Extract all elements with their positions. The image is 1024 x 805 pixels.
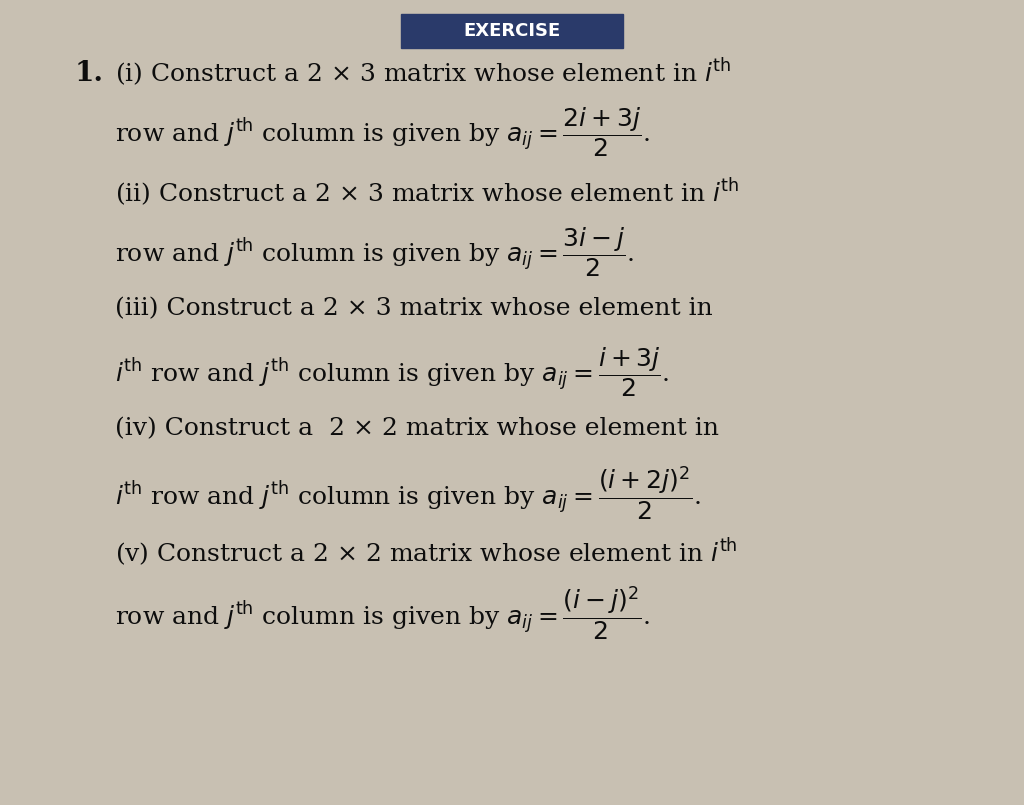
Text: (v) Construct a 2 × 2 matrix whose element in $i^{\mathrm{th}}$: (v) Construct a 2 × 2 matrix whose eleme… xyxy=(115,537,737,569)
Text: (iv) Construct a  2 × 2 matrix whose element in: (iv) Construct a 2 × 2 matrix whose elem… xyxy=(115,417,719,440)
Text: $i^{\mathrm{th}}$ row and $j^{\mathrm{th}}$ column is given by $a_{ij} = \dfrac{: $i^{\mathrm{th}}$ row and $j^{\mathrm{th… xyxy=(115,345,670,398)
Text: row and $j^{\mathrm{th}}$ column is given by $a_{ij} = \dfrac{2i+3j}{2}$.: row and $j^{\mathrm{th}}$ column is give… xyxy=(115,105,650,159)
Text: EXERCISE: EXERCISE xyxy=(464,22,560,40)
Text: row and $j^{\mathrm{th}}$ column is given by $a_{ij} = \dfrac{(i-j)^2}{2}$.: row and $j^{\mathrm{th}}$ column is give… xyxy=(115,585,650,643)
FancyBboxPatch shape xyxy=(401,14,623,48)
Text: (ii) Construct a 2 × 3 matrix whose element in $i^{\mathrm{th}}$: (ii) Construct a 2 × 3 matrix whose elem… xyxy=(115,177,739,209)
Text: row and $j^{\mathrm{th}}$ column is given by $a_{ij} = \dfrac{3i-j}{2}$.: row and $j^{\mathrm{th}}$ column is give… xyxy=(115,225,634,279)
Text: (i) Construct a 2 × 3 matrix whose element in $i^{\mathrm{th}}$: (i) Construct a 2 × 3 matrix whose eleme… xyxy=(115,57,731,89)
Text: (iii) Construct a 2 × 3 matrix whose element in: (iii) Construct a 2 × 3 matrix whose ele… xyxy=(115,297,713,320)
Text: $i^{\mathrm{th}}$ row and $j^{\mathrm{th}}$ column is given by $a_{ij} = \dfrac{: $i^{\mathrm{th}}$ row and $j^{\mathrm{th… xyxy=(115,465,701,523)
Text: 1.: 1. xyxy=(75,60,104,87)
